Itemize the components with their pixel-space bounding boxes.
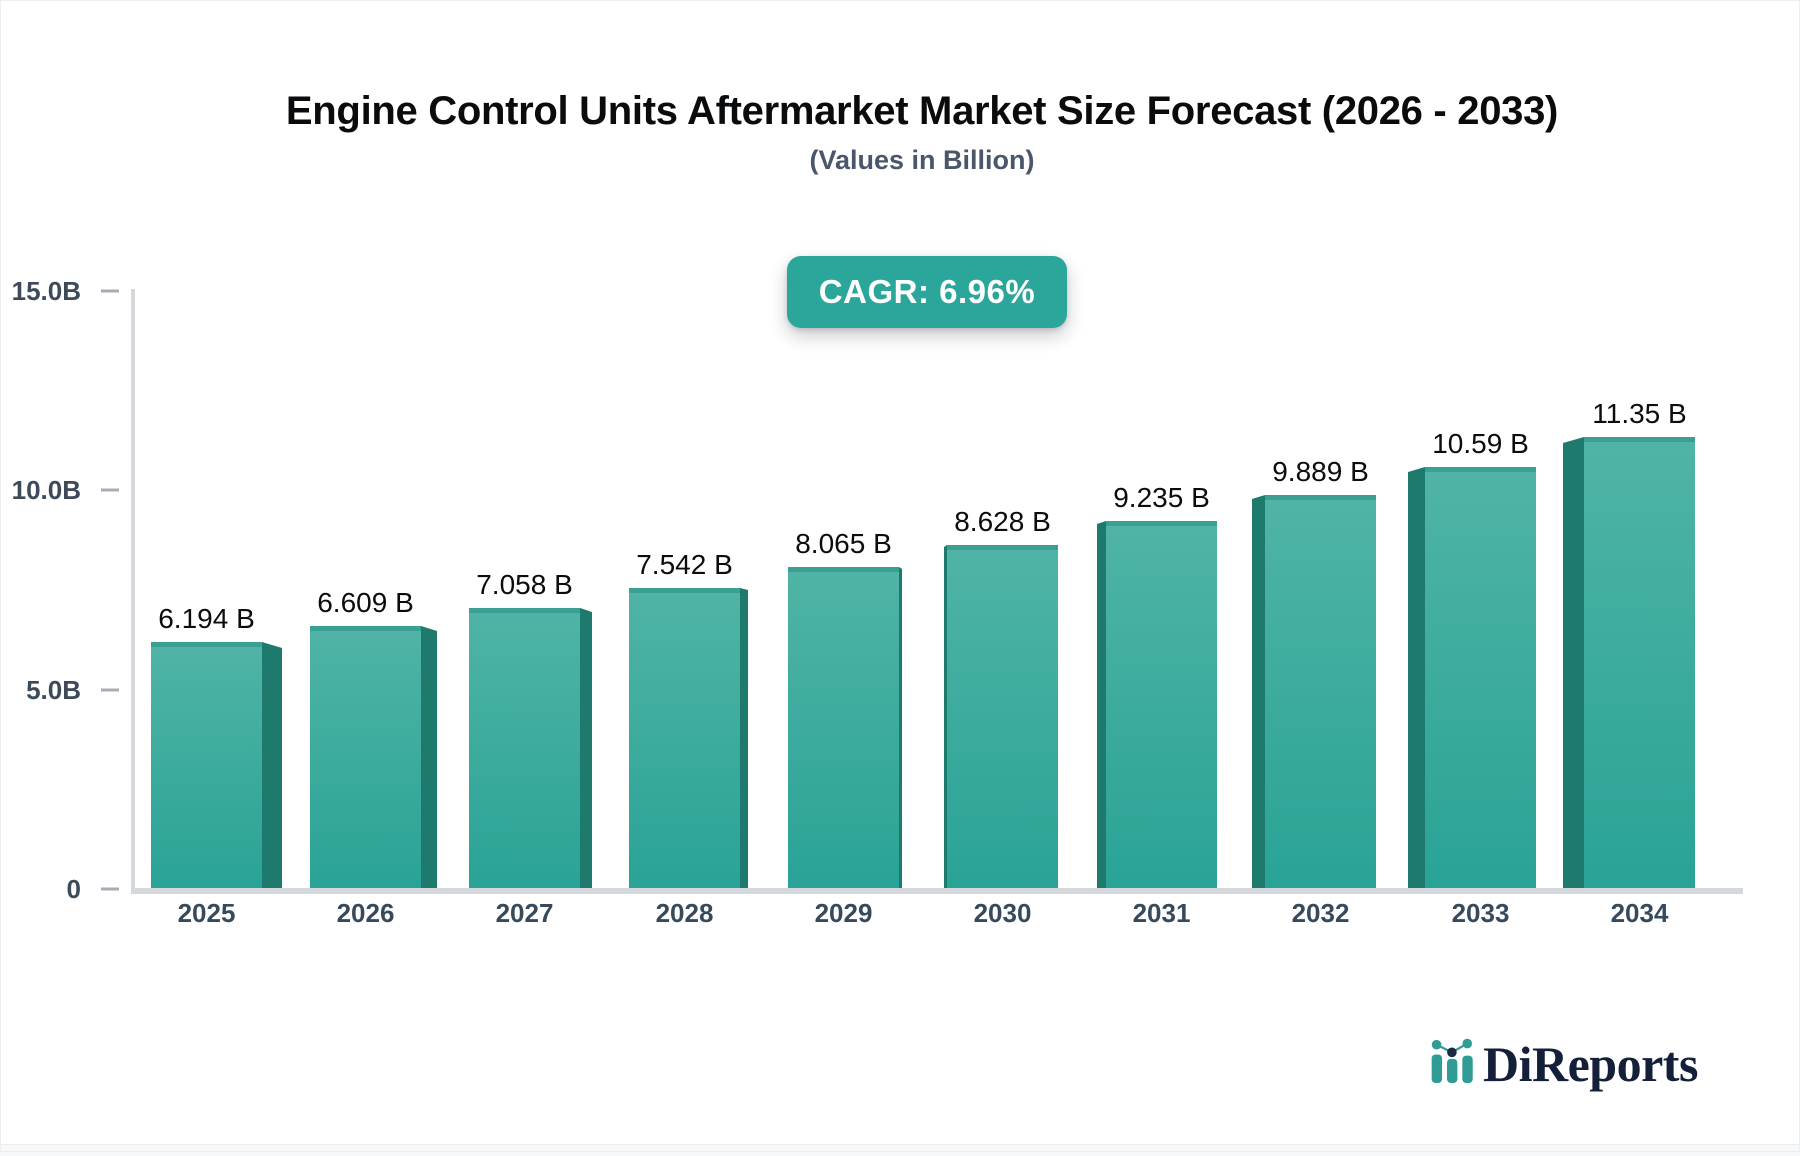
chart-title: Engine Control Units Aftermarket Market … <box>285 89 1559 133</box>
bar-side-2028 <box>740 588 748 889</box>
bar-value-label-2028: 7.542 B <box>636 549 733 580</box>
bar-value-label-2027: 7.058 B <box>476 569 573 600</box>
bar-top-edge-2026 <box>310 626 421 631</box>
bar-value-label-2030: 8.628 B <box>954 506 1051 537</box>
bar-value-label-2031: 9.235 B <box>1113 482 1210 513</box>
bar-value-label-2034: 11.35 B <box>1592 398 1686 429</box>
direports-logo-icon <box>1431 1038 1473 1083</box>
x-axis-label-2027: 2027 <box>496 898 554 928</box>
y-axis-label: 5.0B <box>26 675 81 705</box>
x-axis-label-2032: 2032 <box>1292 898 1350 928</box>
bar-2033 <box>1425 467 1536 889</box>
x-axis-label-2031: 2031 <box>1133 898 1191 928</box>
bar-top-edge-2034 <box>1584 437 1695 442</box>
x-axis-label-2029: 2029 <box>815 898 873 928</box>
bar-2027 <box>469 608 580 889</box>
bar-side-2025 <box>262 642 282 889</box>
bar-2028 <box>629 588 740 889</box>
bar-top-edge-2030 <box>947 545 1058 550</box>
y-axis-label: 15.0B <box>12 276 81 306</box>
x-axis-label-2026: 2026 <box>337 898 395 928</box>
bar-top-edge-2031 <box>1106 521 1217 526</box>
bar-2025 <box>151 642 262 889</box>
bar-top-edge-2033 <box>1425 467 1536 472</box>
x-axis-label-2034: 2034 <box>1611 898 1669 928</box>
bar-side-2027 <box>580 608 592 889</box>
chart-header: Engine Control Units Aftermarket Market … <box>1 87 1799 176</box>
bar-side-2030 <box>944 545 947 889</box>
y-axis-label: 10.0B <box>12 475 81 505</box>
bar-value-label-2032: 9.889 B <box>1272 456 1369 487</box>
x-axis-label-2028: 2028 <box>656 898 714 928</box>
bar-top-edge-2025 <box>151 642 262 647</box>
bar-2034 <box>1584 437 1695 889</box>
bar-top-edge-2027 <box>469 608 580 613</box>
bar-side-2032 <box>1252 495 1265 889</box>
page-bottom-strip <box>1 1144 1799 1151</box>
chart-subtitle: (Values in Billion) <box>809 145 1035 175</box>
bar-value-label-2026: 6.609 B <box>317 587 414 618</box>
bar-side-2034 <box>1563 437 1584 889</box>
bar-2029 <box>788 567 899 889</box>
bar-top-edge-2032 <box>1265 495 1376 500</box>
bar-2032 <box>1265 495 1376 889</box>
cagr-badge: CAGR: 6.96% <box>787 256 1067 328</box>
direports-logo: DiReports <box>1431 1037 1698 1089</box>
cagr-badge-label: CAGR: 6.96% <box>818 273 1036 310</box>
bar-side-2031 <box>1097 521 1106 889</box>
bar-value-label-2033: 10.59 B <box>1432 428 1529 459</box>
bar-2026 <box>310 626 421 889</box>
bar-side-2033 <box>1408 467 1425 889</box>
bar-side-2026 <box>421 626 437 889</box>
direports-logo-text: DiReports <box>1483 1036 1698 1092</box>
bar-top-edge-2029 <box>788 567 899 572</box>
x-axis-label-2033: 2033 <box>1452 898 1510 928</box>
bar-value-label-2025: 6.194 B <box>158 603 255 634</box>
bar-top-edge-2028 <box>629 588 740 593</box>
bar-value-label-2029: 8.065 B <box>795 528 892 559</box>
bar-2031 <box>1106 521 1217 889</box>
bar-2030 <box>947 545 1058 889</box>
x-axis-label-2030: 2030 <box>974 898 1032 928</box>
y-axis-label: 0 <box>67 874 81 904</box>
x-axis-label-2025: 2025 <box>178 898 236 928</box>
bar-side-2029 <box>899 567 902 889</box>
